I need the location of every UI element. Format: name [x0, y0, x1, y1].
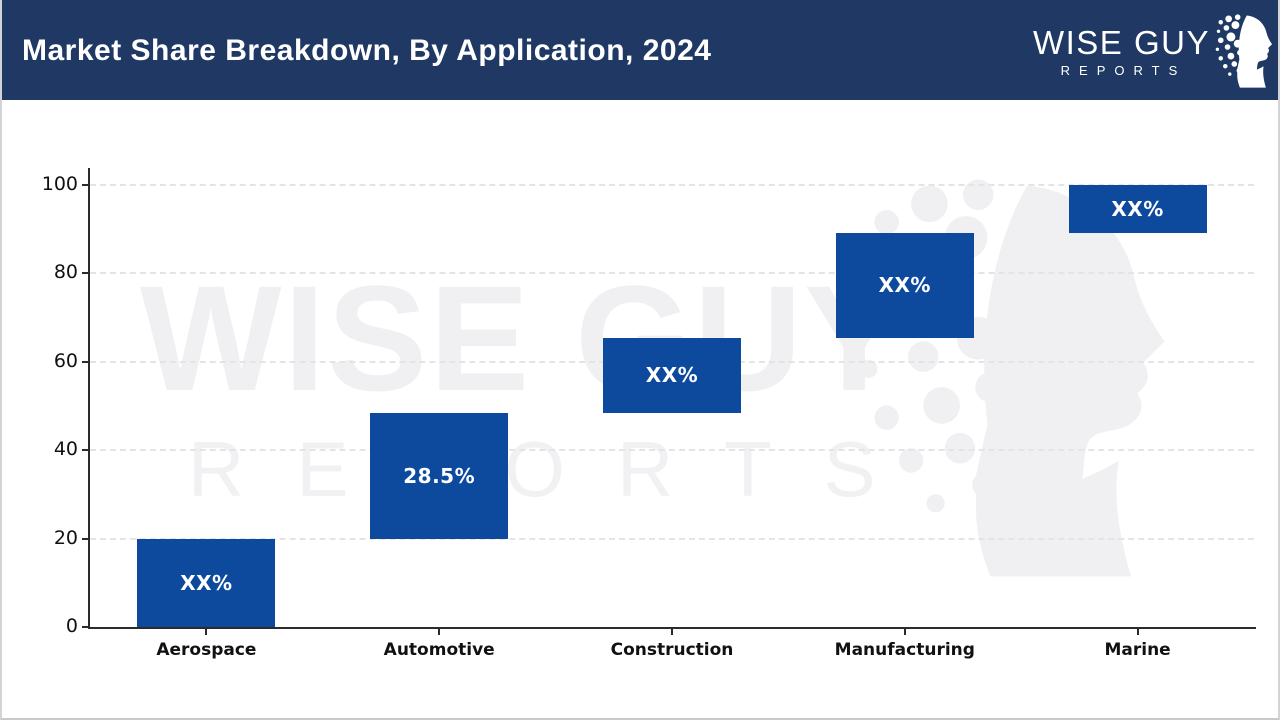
y-tick-label: 20: [53, 526, 78, 549]
gridline: [90, 537, 1254, 540]
y-tick-mark: [82, 537, 88, 540]
bar: XX%: [835, 232, 974, 338]
x-category-label: Automotive: [383, 640, 495, 660]
gridline: [90, 449, 1254, 452]
logo-reports-label: REPORTS: [1060, 62, 1187, 78]
header: Market Share Breakdown, By Application, …: [2, 0, 1278, 100]
bar-value-label: 28.5%: [403, 463, 476, 488]
y-tick-mark: [82, 360, 88, 363]
y-tick-mark: [82, 626, 88, 628]
bar-value-label: XX%: [878, 273, 931, 298]
y-tick-label: 80: [53, 261, 78, 284]
gridline: [90, 272, 1254, 275]
x-tick-mark: [903, 629, 906, 635]
page-title: Market Share Breakdown, By Application, …: [22, 34, 712, 67]
y-axis-line: [88, 168, 90, 629]
x-category-label: Aerospace: [156, 640, 257, 660]
gridline: [90, 184, 1254, 186]
x-axis-line: [88, 627, 1256, 629]
x-category-label: Construction: [610, 640, 734, 660]
y-tick-label: 0: [65, 615, 78, 637]
logo-wiseguy-label: WISE GUY: [1032, 23, 1210, 61]
y-tick-label: 60: [53, 349, 78, 372]
bar: XX%: [137, 538, 276, 627]
y-tick-label: 40: [53, 438, 78, 461]
bar: XX%: [1068, 185, 1207, 233]
x-tick-mark: [205, 629, 208, 635]
x-category-label: Marine: [1104, 640, 1171, 660]
logo-head-icon: [1215, 14, 1273, 88]
y-tick-mark: [82, 272, 88, 275]
bar: XX%: [603, 337, 741, 413]
x-tick-mark: [671, 629, 673, 635]
bar-value-label: XX%: [180, 570, 233, 595]
x-tick-mark: [438, 629, 441, 635]
x-category-label: Manufacturing: [834, 640, 975, 660]
logo-wordmark: WISE GUY REPORTS: [1032, 23, 1210, 78]
bar: 28.5%: [370, 412, 509, 539]
x-tick-mark: [1136, 629, 1139, 635]
bar-value-label: XX%: [645, 363, 699, 388]
brand-logo: WISE GUY REPORTS: [1033, 6, 1276, 96]
y-tick-mark: [82, 184, 88, 186]
bar-value-label: XX%: [1111, 196, 1164, 221]
y-tick-mark: [82, 449, 88, 452]
y-tick-label: 100: [41, 173, 78, 195]
